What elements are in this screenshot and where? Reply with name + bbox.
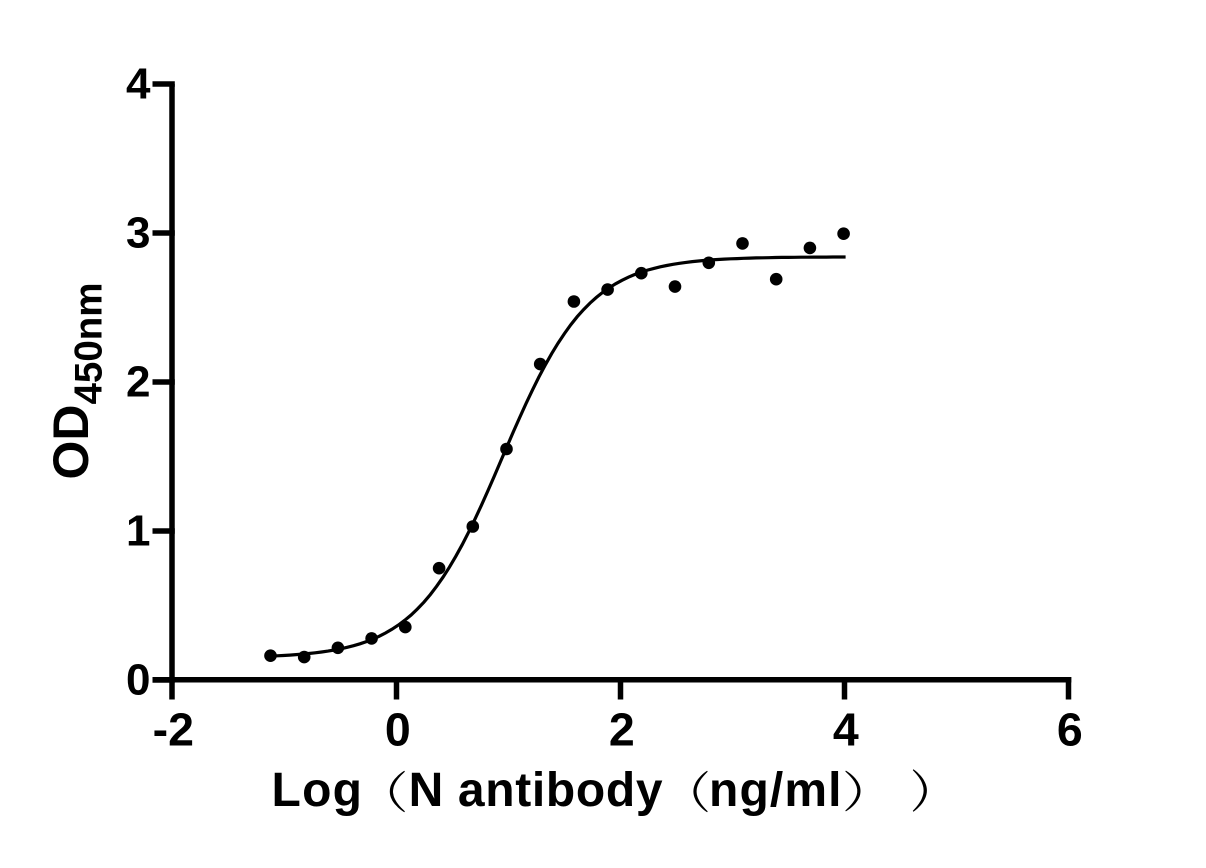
svg-text:-2: -2 (153, 704, 194, 756)
svg-text:0: 0 (385, 704, 411, 756)
svg-text:4: 4 (126, 60, 151, 109)
svg-text:2: 2 (126, 358, 150, 407)
svg-text:6: 6 (1057, 704, 1083, 756)
svg-text:1: 1 (126, 507, 150, 556)
svg-text:2: 2 (609, 704, 635, 756)
svg-text:3: 3 (126, 209, 150, 258)
svg-text:Log: Log (272, 764, 363, 817)
svg-text:ng/ml: ng/ml (709, 764, 842, 817)
svg-text:4: 4 (833, 704, 859, 756)
svg-text:N antibody: N antibody (409, 764, 663, 817)
svg-text:0: 0 (126, 656, 150, 705)
